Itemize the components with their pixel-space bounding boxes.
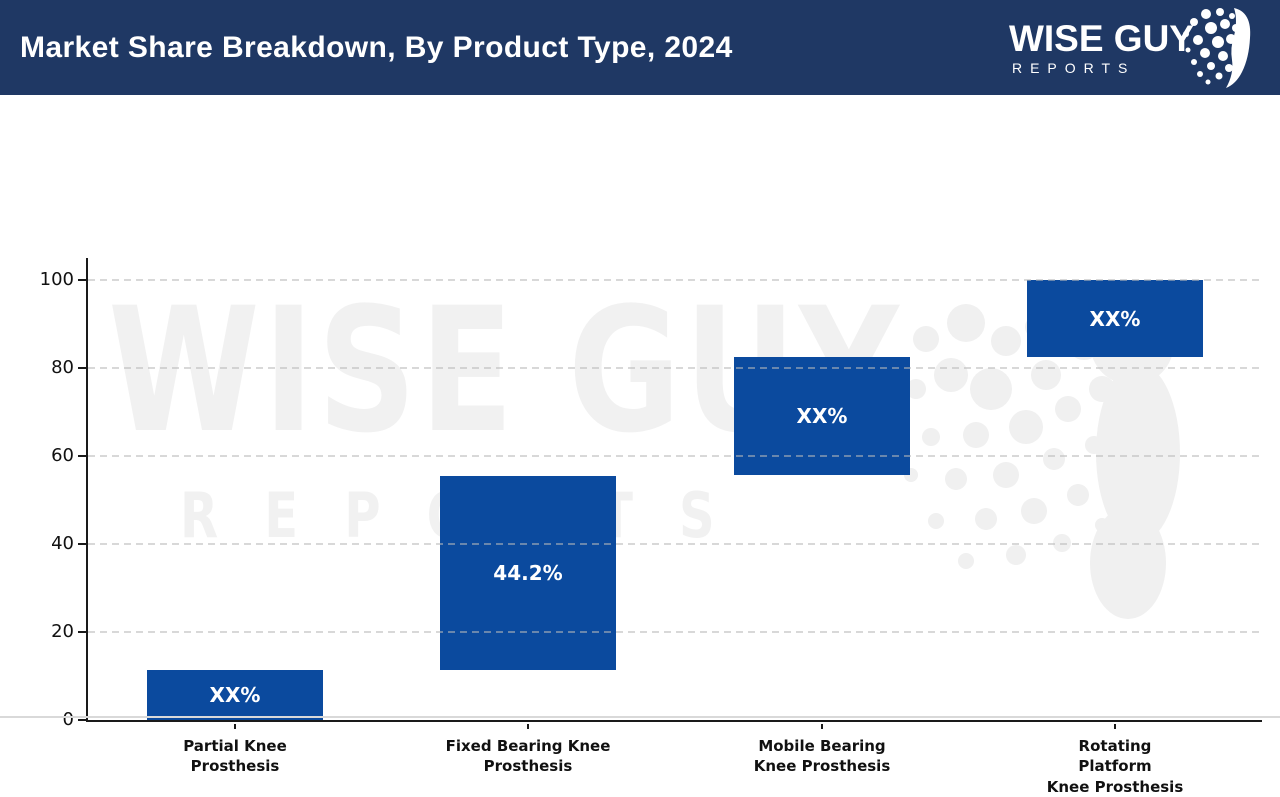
x-axis-label: Rotating Platform Knee Prosthesis	[1046, 737, 1184, 796]
y-axis-tick	[78, 455, 86, 457]
gridline	[88, 279, 1262, 281]
gridline	[88, 367, 1262, 369]
chart-region: WISE GUY R E P O R T S 020406080100XX%Pa…	[0, 95, 1280, 796]
gridline	[88, 455, 1262, 457]
bottom-border	[0, 716, 1280, 718]
y-axis-tick-label: 40	[51, 533, 74, 554]
bar: XX%	[1027, 280, 1203, 357]
bar: 44.2%	[440, 476, 616, 670]
y-axis-tick	[78, 631, 86, 633]
page-title: Market Share Breakdown, By Product Type,…	[20, 30, 733, 64]
y-axis-tick	[78, 543, 86, 545]
x-axis-label: Mobile Bearing Knee Prosthesis	[753, 737, 891, 776]
brand-logo-text: WISE GUY REPORTS	[1009, 20, 1194, 75]
bar-value-label: 44.2%	[493, 561, 563, 585]
y-axis-tick-label: 60	[51, 445, 74, 466]
brand-head-icon	[1183, 7, 1251, 88]
plot-area: 0 20 40 60 80 100 XX% Partial Knee Prosthesis 44…	[40, 258, 1262, 796]
brand-logo: WISE GUY REPORTS	[1009, 6, 1252, 90]
x-axis-tick	[527, 724, 529, 729]
y-axis-tick	[78, 719, 86, 721]
plot-inner: 0 20 40 60 80 100 XX% Partial Knee Prosthesis 44…	[40, 258, 1262, 796]
x-axis-label: Partial Knee Prosthesis	[183, 737, 287, 776]
brand-subtitle: REPORTS	[1011, 60, 1136, 76]
y-axis-tick	[78, 279, 86, 281]
x-axis-label: Fixed Bearing Knee Prosthesis	[445, 737, 611, 776]
y-axis-tick-label: 80	[51, 357, 74, 378]
bar-value-label: XX%	[796, 404, 848, 428]
y-axis-tick-label: 20	[51, 621, 74, 642]
y-axis-tick-label: 0	[62, 709, 74, 730]
gridline	[88, 543, 1262, 545]
bar: XX%	[734, 357, 910, 475]
gridline	[88, 631, 1262, 633]
brand-name: WISE GUY	[1008, 18, 1194, 59]
x-axis-tick	[821, 724, 823, 729]
y-axis-tick-label: 100	[39, 269, 74, 290]
y-axis-tick	[78, 367, 86, 369]
header: Market Share Breakdown, By Product Type,…	[0, 0, 1280, 95]
x-axis-tick	[234, 724, 236, 729]
x-axis-tick	[1114, 724, 1116, 729]
bar-value-label: XX%	[1089, 306, 1141, 331]
bar-value-label: XX%	[209, 683, 261, 707]
bar: XX%	[147, 670, 323, 720]
